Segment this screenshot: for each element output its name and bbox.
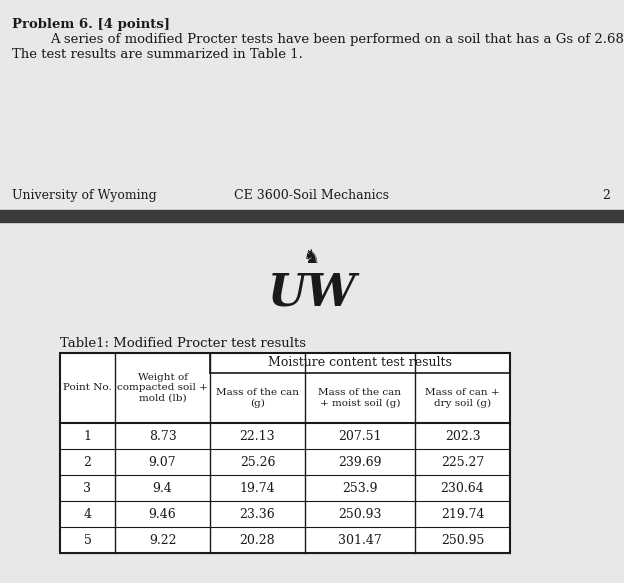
Text: 3: 3 bbox=[84, 482, 92, 494]
Text: 20.28: 20.28 bbox=[240, 533, 275, 546]
Text: 19.74: 19.74 bbox=[240, 482, 275, 494]
Text: 22.13: 22.13 bbox=[240, 430, 275, 442]
Text: 250.93: 250.93 bbox=[338, 507, 382, 521]
Text: 9.46: 9.46 bbox=[149, 507, 177, 521]
Text: 25.26: 25.26 bbox=[240, 455, 275, 469]
Text: The test results are summarized in Table 1.: The test results are summarized in Table… bbox=[12, 48, 303, 61]
Text: 9.07: 9.07 bbox=[149, 455, 177, 469]
Text: 8.73: 8.73 bbox=[149, 430, 177, 442]
Text: 2: 2 bbox=[602, 189, 610, 202]
Text: ♞: ♞ bbox=[303, 248, 321, 267]
Text: 9.22: 9.22 bbox=[149, 533, 176, 546]
Text: Moisture content test results: Moisture content test results bbox=[268, 356, 452, 370]
Text: Weight of
compacted soil +
mold (lb): Weight of compacted soil + mold (lb) bbox=[117, 373, 208, 403]
Text: Table1: Modified Procter test results: Table1: Modified Procter test results bbox=[60, 337, 306, 350]
Text: 1: 1 bbox=[84, 430, 92, 442]
Text: Mass of can +
dry soil (g): Mass of can + dry soil (g) bbox=[425, 388, 500, 408]
Text: 2: 2 bbox=[84, 455, 92, 469]
Text: 301.47: 301.47 bbox=[338, 533, 382, 546]
Text: Mass of the can
(g): Mass of the can (g) bbox=[216, 388, 299, 408]
Text: University of Wyoming: University of Wyoming bbox=[12, 189, 157, 202]
Text: 4: 4 bbox=[84, 507, 92, 521]
Text: CE 3600-Soil Mechanics: CE 3600-Soil Mechanics bbox=[235, 189, 389, 202]
Text: 253.9: 253.9 bbox=[342, 482, 378, 494]
Text: 202.3: 202.3 bbox=[445, 430, 480, 442]
Bar bbox=[60, 353, 510, 553]
Text: 230.64: 230.64 bbox=[441, 482, 484, 494]
Text: UW: UW bbox=[268, 272, 356, 315]
Text: 219.74: 219.74 bbox=[441, 507, 484, 521]
Text: 225.27: 225.27 bbox=[441, 455, 484, 469]
Text: Mass of the can
+ moist soil (g): Mass of the can + moist soil (g) bbox=[318, 388, 401, 408]
Text: 239.69: 239.69 bbox=[338, 455, 382, 469]
Text: 207.51: 207.51 bbox=[338, 430, 382, 442]
Text: A series of modified Procter tests have been performed on a soil that has a Gs o: A series of modified Procter tests have … bbox=[50, 33, 624, 46]
Bar bbox=[0, 210, 624, 222]
Text: 5: 5 bbox=[84, 533, 92, 546]
Text: 23.36: 23.36 bbox=[240, 507, 275, 521]
Text: Point No.: Point No. bbox=[63, 384, 112, 392]
Text: 250.95: 250.95 bbox=[441, 533, 484, 546]
Text: Problem 6. [4 points]: Problem 6. [4 points] bbox=[12, 18, 170, 31]
Text: 9.4: 9.4 bbox=[153, 482, 172, 494]
